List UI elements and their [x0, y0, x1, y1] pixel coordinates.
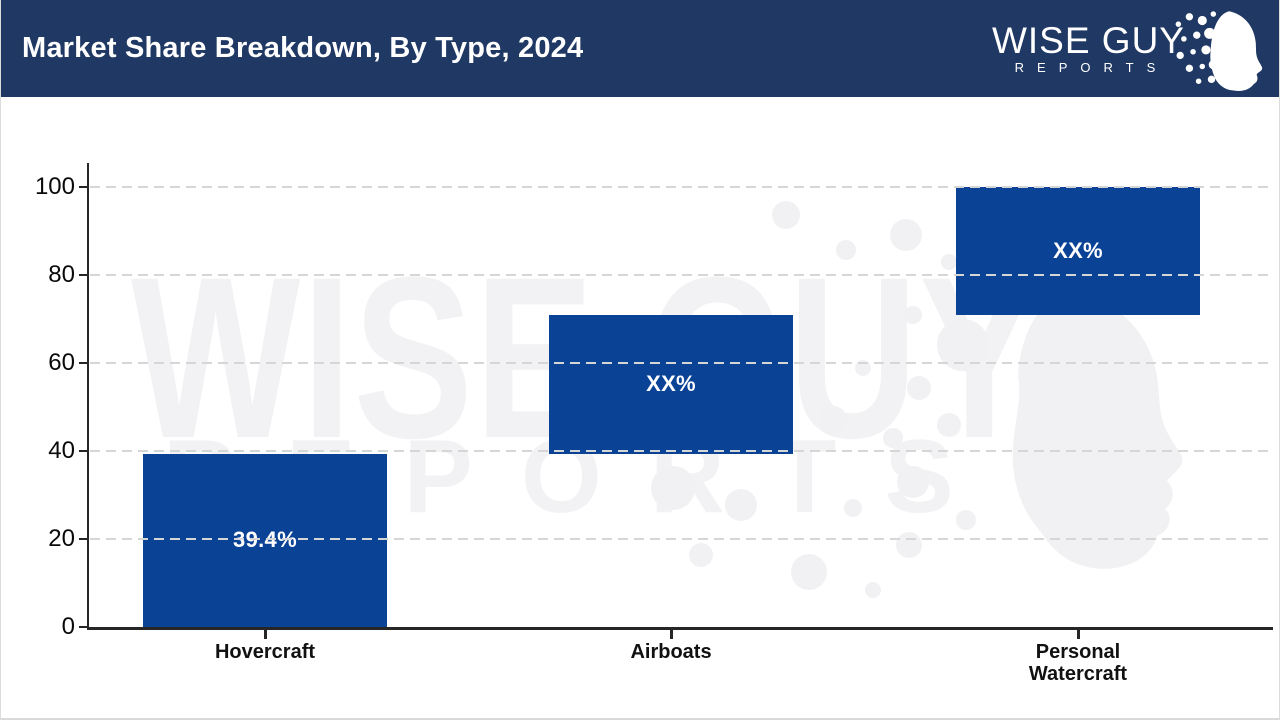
gridline [90, 274, 1273, 276]
logo-face-dots-icon [1175, 11, 1263, 91]
x-axis-label: Airboats [630, 641, 712, 663]
bar-value-label: 39.4% [233, 527, 297, 553]
gridline [90, 538, 1273, 540]
page-title: Market Share Breakdown, By Type, 2024 [22, 32, 584, 64]
bar: XX% [956, 187, 1200, 316]
y-tick-mark [79, 186, 88, 188]
y-tick-mark [79, 450, 88, 452]
x-axis-label: Personal Watercraft [1028, 641, 1128, 685]
wise-guy-reports-logo: WISE GUY REPORTS [992, 6, 1263, 92]
gridline [90, 450, 1273, 452]
y-tick-mark [79, 626, 88, 628]
x-tick-mark [1077, 630, 1080, 639]
bar-value-label: XX% [1053, 238, 1103, 264]
bar: 39.4% [143, 453, 387, 627]
y-tick-mark [79, 274, 88, 276]
gridline [90, 186, 1273, 188]
logo-text: WISE GUY REPORTS [992, 22, 1185, 76]
y-tick-mark [79, 362, 88, 364]
header-bar: Market Share Breakdown, By Type, 2024 WI… [1, 0, 1279, 97]
x-axis-label: Hovercraft [214, 641, 316, 663]
y-tick-label: 20 [48, 525, 75, 552]
y-tick-label: 100 [34, 173, 75, 200]
y-axis-spine [87, 163, 89, 630]
x-tick-mark [264, 630, 267, 639]
bar: XX% [549, 315, 793, 454]
y-tick-label: 0 [61, 613, 75, 640]
y-tick-mark [79, 538, 88, 540]
bar-value-label: XX% [646, 371, 696, 397]
watermark-face-dots-icon [651, 196, 1183, 598]
x-tick-mark [670, 630, 673, 639]
logo-reports-label: REPORTS [1014, 60, 1169, 75]
y-tick-label: 80 [48, 261, 75, 288]
gridline [90, 362, 1273, 364]
logo-wiseguy-label: WISE GUY [991, 20, 1185, 61]
x-axis-spine [87, 627, 1273, 630]
y-tick-label: 60 [48, 349, 75, 376]
y-tick-label: 40 [48, 437, 75, 464]
